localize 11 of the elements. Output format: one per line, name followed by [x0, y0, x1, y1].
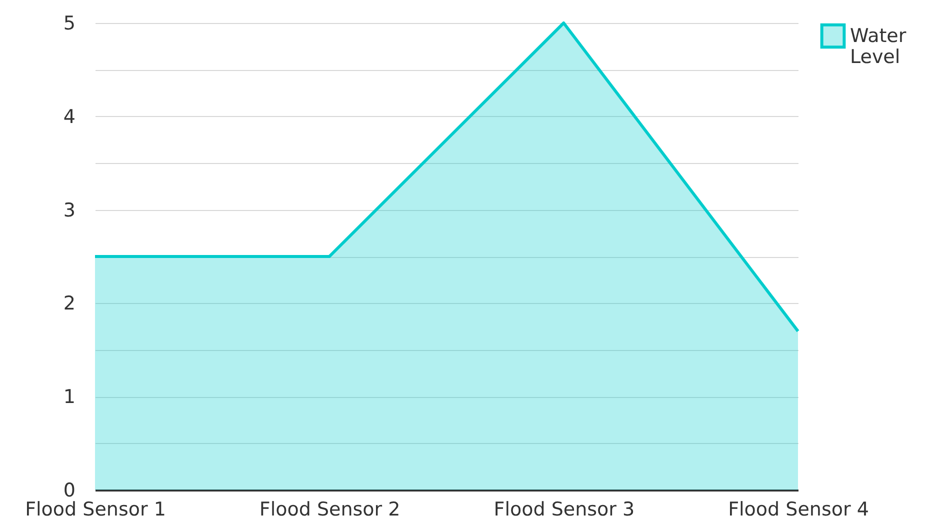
y-tick-label: 4: [63, 106, 76, 128]
y-tick-label: 5: [63, 12, 76, 34]
legend-label: Water Level: [850, 25, 906, 68]
y-tick-label: 0: [63, 480, 76, 502]
x-tick-label: Flood Sensor 4: [728, 498, 869, 520]
x-tick-label: Flood Sensor 2: [259, 498, 400, 520]
y-tick-label: 1: [63, 386, 76, 408]
x-tick-label: Flood Sensor 3: [494, 498, 635, 520]
x-tick-label: Flood Sensor 1: [25, 498, 166, 520]
y-tick-label: 2: [63, 292, 76, 315]
y-tick-label: 3: [63, 199, 76, 222]
